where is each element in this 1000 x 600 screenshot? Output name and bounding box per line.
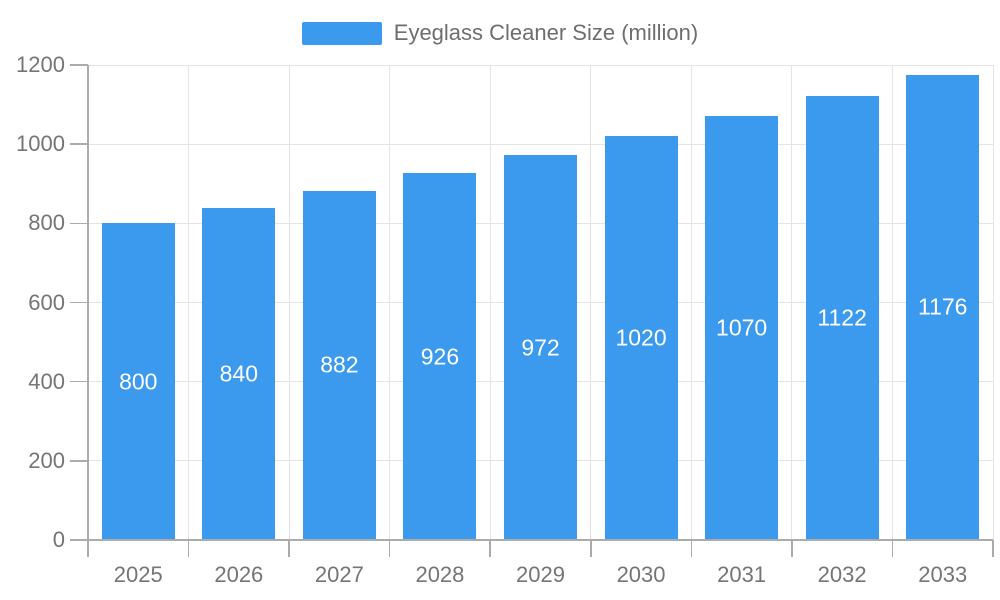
x-gridline (992, 65, 994, 540)
y-axis-label: 600 (28, 289, 65, 315)
x-axis-tick (590, 540, 592, 557)
bar-value-label: 972 (521, 334, 560, 361)
bar[interactable] (202, 207, 276, 540)
bar[interactable] (604, 136, 678, 540)
y-axis-label: 800 (28, 210, 65, 236)
x-gridline (590, 65, 592, 540)
y-axis-label: 1000 (16, 131, 65, 157)
bar-value-label: 1176 (917, 293, 968, 320)
x-axis-line (70, 539, 993, 541)
x-gridline (188, 65, 190, 540)
bar[interactable] (302, 190, 376, 540)
x-gridline (489, 65, 491, 540)
bar[interactable] (705, 116, 779, 540)
x-axis-label: 2028 (415, 562, 465, 587)
y-axis-line (87, 65, 89, 540)
x-axis-label: 2027 (314, 562, 364, 587)
bar[interactable] (805, 95, 879, 540)
x-axis-tick (388, 540, 391, 557)
bar-value-label: 800 (119, 368, 158, 395)
y-axis-label: 400 (28, 368, 65, 394)
y-axis-tick (70, 222, 88, 225)
x-gridline (690, 65, 692, 540)
bar-value-label: 1020 (615, 324, 667, 351)
x-gridline (288, 65, 290, 540)
bar[interactable] (504, 155, 577, 540)
bar-value-label: 1070 (716, 314, 768, 341)
x-axis-tick (791, 540, 793, 557)
bar-value-label: 926 (420, 343, 460, 370)
y-axis-tick (70, 143, 88, 145)
bar[interactable] (101, 223, 175, 540)
legend[interactable]: Eyeglass Cleaner Size (million) (0, 20, 1000, 46)
x-axis-tick (992, 540, 994, 557)
x-axis-label: 2026 (214, 562, 264, 587)
y-gridline (88, 64, 993, 66)
y-axis-tick (70, 301, 88, 304)
y-axis-tick (70, 64, 88, 66)
x-axis-label: 2033 (918, 562, 968, 587)
bar[interactable] (403, 173, 477, 540)
x-axis-tick (87, 540, 89, 557)
x-gridline (891, 65, 893, 540)
bar-value-label: 1122 (817, 304, 867, 331)
x-axis-tick (489, 540, 491, 557)
x-axis-label: 2025 (113, 562, 163, 587)
x-axis-label: 2030 (616, 562, 666, 587)
x-axis-label: 2029 (516, 562, 565, 587)
x-axis-tick (187, 540, 190, 557)
x-axis-tick (288, 540, 290, 557)
x-axis-tick (690, 540, 693, 557)
x-gridline (791, 65, 793, 540)
legend-swatch (301, 21, 382, 45)
y-axis-tick (70, 460, 88, 462)
x-axis-label: 2032 (817, 562, 867, 587)
x-gridline (389, 65, 391, 540)
y-axis-tick (70, 380, 88, 383)
bar[interactable] (906, 74, 980, 540)
y-gridline (88, 143, 993, 145)
x-axis-tick (891, 540, 894, 557)
y-axis-label: 1200 (16, 52, 65, 77)
y-axis-label: 200 (28, 447, 65, 473)
bar-value-label: 882 (320, 351, 359, 378)
x-axis-label: 2031 (717, 562, 767, 587)
legend-label: Eyeglass Cleaner Size (million) (393, 20, 699, 45)
bar-value-label: 840 (219, 360, 259, 387)
y-axis-label: 0 (52, 527, 65, 552)
